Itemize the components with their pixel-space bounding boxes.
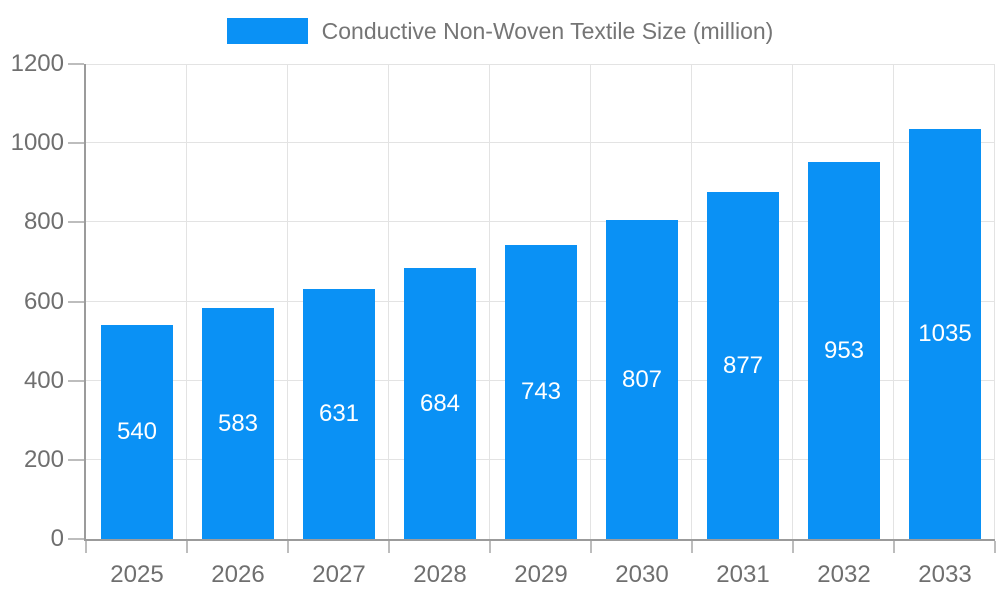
y-axis-tick <box>68 301 84 303</box>
x-tick-label: 2028 <box>413 561 467 588</box>
bar[interactable] <box>303 289 375 539</box>
y-axis-tick <box>68 63 84 65</box>
gridline-h <box>86 142 995 143</box>
gridline-v <box>186 64 187 539</box>
y-axis-tick <box>68 221 84 223</box>
bar[interactable] <box>101 325 173 539</box>
bar[interactable] <box>404 268 476 539</box>
x-tick-label: 2027 <box>312 561 366 588</box>
legend-item[interactable]: Conductive Non-Woven Textile Size (milli… <box>0 16 1000 46</box>
x-axis-tick <box>388 541 390 553</box>
x-tick-label: 2026 <box>211 561 265 588</box>
x-axis-tick <box>691 541 693 553</box>
x-axis-tick <box>489 541 491 553</box>
x-tick-label: 2025 <box>110 561 164 588</box>
gridline-v <box>590 64 591 539</box>
x-axis-tick <box>994 541 996 553</box>
y-tick-label: 800 <box>23 208 64 235</box>
bar[interactable] <box>909 129 981 539</box>
bar-value-label: 583 <box>217 410 259 437</box>
y-tick-label: 600 <box>23 288 64 315</box>
x-axis-tick <box>893 541 895 553</box>
y-tick-label: 0 <box>50 525 64 552</box>
x-tick-label: 2031 <box>716 561 770 588</box>
gridline-v <box>388 64 389 539</box>
gridline-h <box>86 221 995 222</box>
bar-value-label: 953 <box>823 337 865 364</box>
plot-area: 0 200 400 600 800 1000 1200 540 2025 583 2026 631 20… <box>11 50 996 588</box>
gridline-v <box>792 64 793 539</box>
y-tick-label: 1200 <box>10 50 64 77</box>
legend-label: Conductive Non-Woven Textile Size (milli… <box>321 17 774 44</box>
gridline-v <box>994 64 995 539</box>
bar[interactable] <box>808 162 880 539</box>
x-tick-label: 2033 <box>918 561 972 588</box>
bar[interactable] <box>606 220 678 539</box>
bar-value-label: 540 <box>116 418 158 445</box>
bar-value-label: 631 <box>318 400 360 427</box>
y-tick-label: 1000 <box>10 129 64 156</box>
x-axis-tick <box>85 541 87 553</box>
bar-value-label: 1035 <box>918 320 972 347</box>
y-axis-tick <box>68 459 84 461</box>
y-tick-label: 400 <box>23 367 64 394</box>
legend-swatch <box>226 18 308 44</box>
bar-value-label: 743 <box>520 378 562 405</box>
gridline-v <box>893 64 894 539</box>
bar-value-label: 684 <box>419 390 461 417</box>
x-axis-tick <box>186 541 188 553</box>
y-axis-tick <box>68 142 84 144</box>
y-tick-label: 200 <box>23 446 64 473</box>
x-axis-tick <box>792 541 794 553</box>
gridline-h <box>86 64 995 65</box>
x-tick-label: 2029 <box>514 561 568 588</box>
bar-value-label: 877 <box>722 352 764 379</box>
gridline-v <box>287 64 288 539</box>
x-axis-tick <box>287 541 289 553</box>
x-tick-label: 2030 <box>615 561 669 588</box>
bar[interactable] <box>505 245 577 539</box>
x-tick-label: 2032 <box>817 561 871 588</box>
bar[interactable] <box>707 192 779 539</box>
y-axis-tick <box>68 380 84 382</box>
y-axis-tick <box>68 538 84 540</box>
gridline-v <box>691 64 692 539</box>
gridline-v <box>489 64 490 539</box>
x-axis-tick <box>590 541 592 553</box>
bar[interactable] <box>202 308 274 539</box>
bar-value-label: 807 <box>621 366 663 393</box>
